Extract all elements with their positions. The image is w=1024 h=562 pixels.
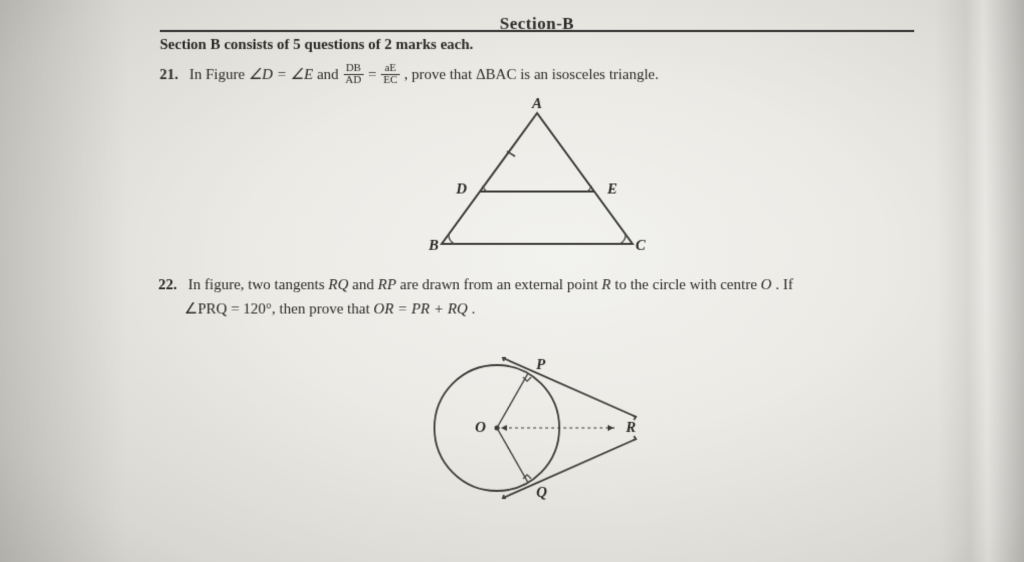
q22-svg: O P Q R	[386, 326, 689, 529]
q22-dot: .	[471, 302, 475, 318]
q22-line2: ∠PRQ = 120°, then prove that OR = PR + R…	[158, 300, 916, 320]
q21-frac1-den: AD	[343, 75, 363, 86]
q22-R: R	[602, 277, 611, 293]
q22-and: and	[352, 277, 378, 293]
q21-lbl-D: D	[455, 181, 467, 197]
q21-text-prefix: In Figure	[189, 67, 248, 83]
q21-frac2: aE EC	[381, 63, 399, 86]
q22-t3: to the circle with centre	[615, 277, 761, 293]
q21-angle-marks	[449, 185, 626, 243]
q21-and: and	[317, 67, 343, 83]
q21-number: 21.	[159, 65, 185, 85]
q22-t1: In figure, two tangents	[188, 277, 328, 293]
q21-text-suffix: , prove that ΔBAC is an isosceles triang…	[404, 67, 659, 83]
q21-eq: =	[368, 67, 380, 83]
q21-frac2-den: EC	[381, 75, 399, 86]
q22-lbl-P: P	[536, 356, 546, 372]
q22-eq: OR = PR + RQ	[374, 302, 468, 318]
section-subtitle: Section B consists of 5 questions of 2 m…	[160, 37, 915, 54]
q22-figure: O P Q R	[157, 326, 918, 534]
q21-figure: A D E B C	[158, 93, 916, 269]
q22-t4: . If	[775, 277, 793, 293]
section-title: Section-B	[494, 14, 580, 34]
q22-O: O	[761, 277, 772, 293]
q21-lbl-B: B	[428, 238, 439, 254]
q21-angle-eq: ∠D = ∠E	[249, 67, 314, 83]
q22-t5: ∠PRQ = 120°, then prove that	[184, 302, 373, 318]
q21-labels: A D E B C	[428, 96, 647, 254]
q22-lbl-R: R	[625, 419, 636, 435]
q21-line: 21. In Figure ∠D = ∠E and DB AD = aE EC …	[159, 64, 914, 87]
q22-number: 22.	[158, 275, 184, 295]
q21-lbl-A: A	[531, 96, 542, 112]
q21-frac1: DB AD	[343, 63, 363, 86]
section-header: Section-B	[160, 14, 914, 34]
q22-RP: RP	[378, 277, 396, 293]
q22-t2: are drawn from an external point	[400, 277, 602, 293]
q21-lbl-C: C	[636, 238, 647, 254]
q21-lbl-E: E	[606, 181, 617, 197]
exam-page: Section-B Section B consists of 5 questi…	[0, 0, 1024, 562]
q22-line1: 22. In figure, two tangents RQ and RP ar…	[158, 275, 916, 295]
q22-lbl-Q: Q	[536, 484, 547, 500]
q22-lbl-O: O	[475, 419, 486, 435]
q22-RQ: RQ	[328, 277, 348, 293]
q21-svg: A D E B C	[407, 93, 668, 264]
q21-triangle	[442, 113, 633, 244]
